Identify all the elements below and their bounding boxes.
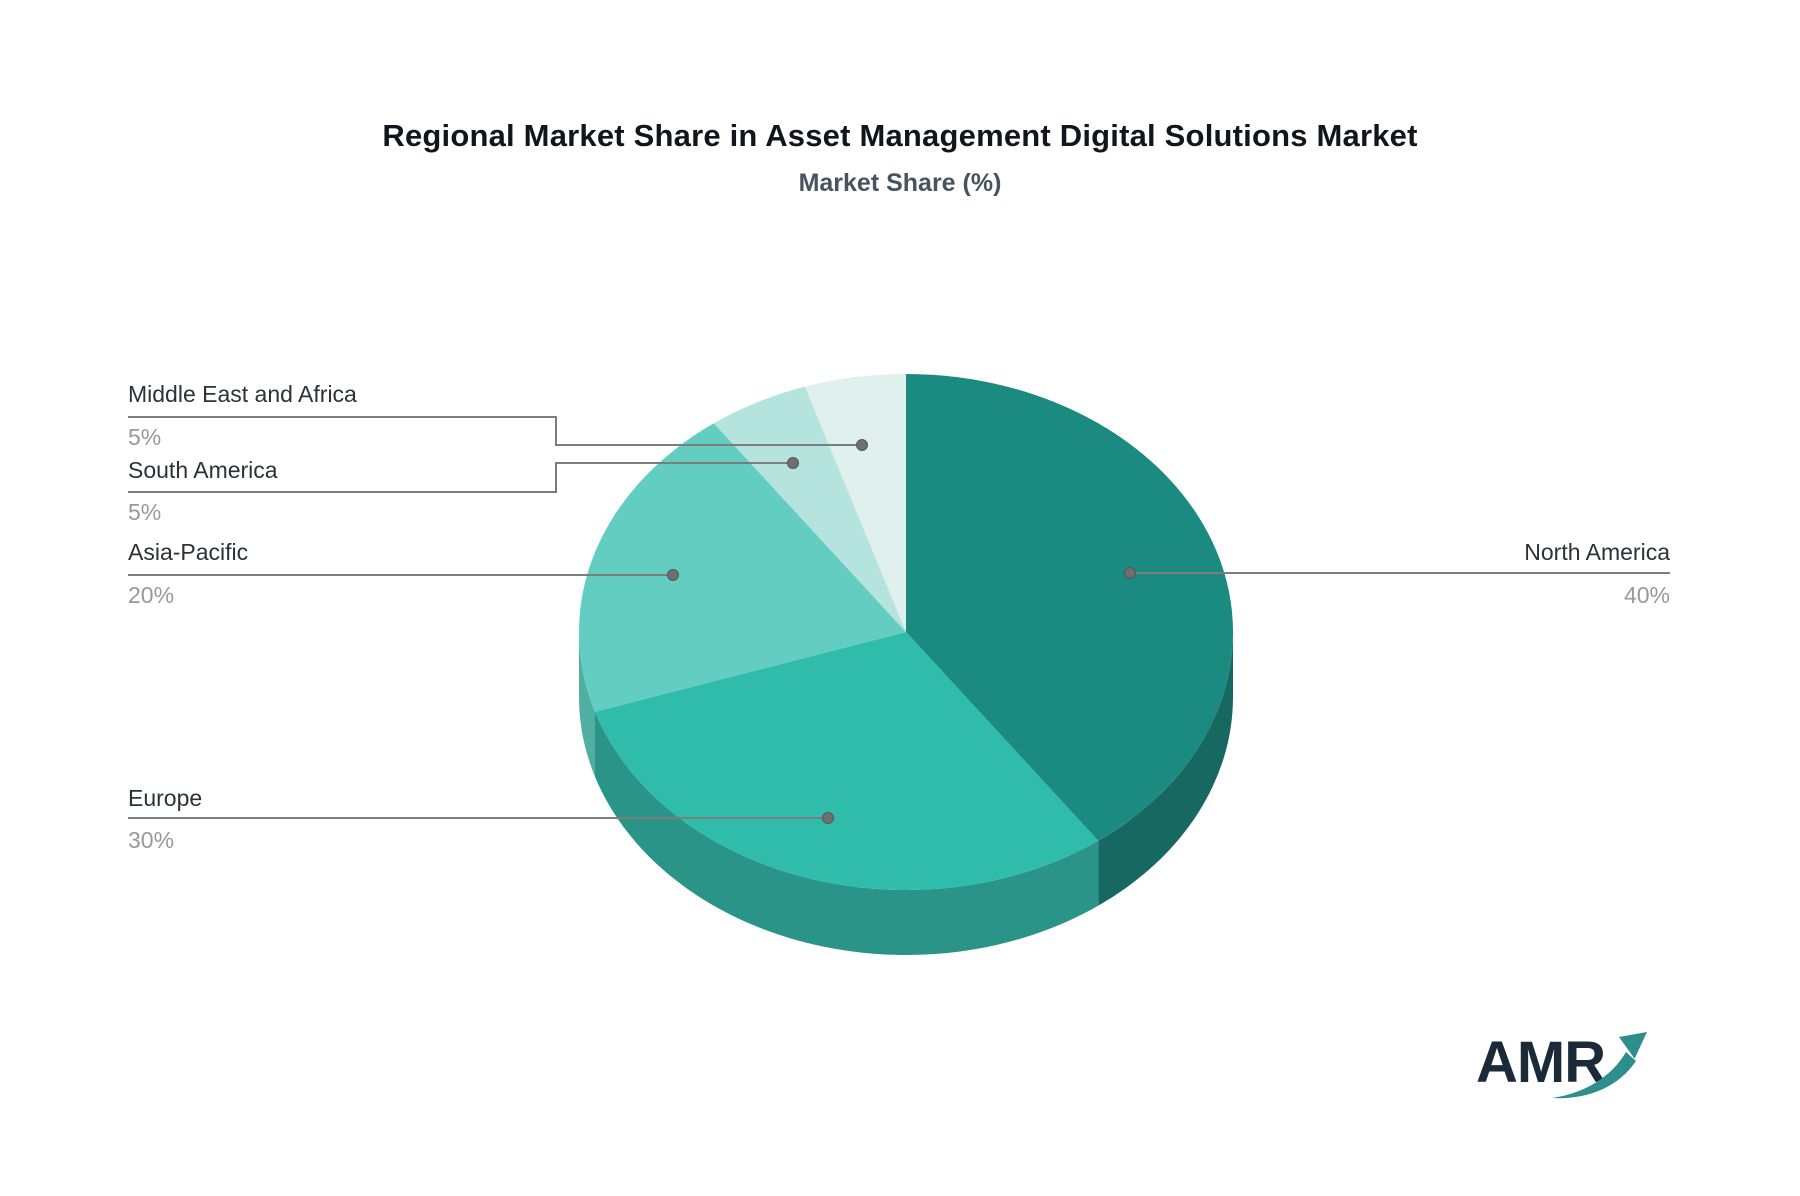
slice-value-south-america: 5% <box>128 499 162 525</box>
callout-dot-middle-east-and-africa <box>856 439 868 451</box>
slice-value-asia-pacific: 20% <box>128 582 175 608</box>
pie-slice-middle-east-and-africa <box>804 374 906 632</box>
slice-value-europe: 30% <box>128 827 175 853</box>
slice-label-asia-pacific: Asia-Pacific <box>128 539 249 565</box>
chart-subtitle: Market Share (%) <box>798 169 1002 197</box>
pie-slice-europe <box>595 632 1099 890</box>
chart-title: Regional Market Share in Asset Managemen… <box>382 118 1418 153</box>
pie-slice-north-america <box>906 374 1234 841</box>
slice-label-middle-east-and-africa: Middle East and Africa <box>128 381 357 407</box>
slice-label-europe: Europe <box>128 785 203 811</box>
callout-dot-europe <box>822 812 834 824</box>
slice-value-middle-east-and-africa: 5% <box>128 424 162 450</box>
callout-line-middle-east-and-africa <box>128 416 862 446</box>
callout-line-south-america <box>128 462 793 493</box>
pie-slice-south-america <box>713 386 906 632</box>
pie-slice-side-north-america <box>1098 632 1233 906</box>
slice-label-north-america: North America <box>1524 539 1670 565</box>
callout-dot-north-america <box>1124 567 1136 579</box>
amr-logo-text: AMR <box>1476 1030 1606 1095</box>
slice-value-north-america: 40% <box>1623 582 1670 608</box>
trend-arrow-icon <box>1552 1032 1647 1099</box>
pie-slice-side-europe <box>595 711 1099 956</box>
pie-slice-asia-pacific <box>579 423 906 712</box>
pie-slice-side-asia-pacific <box>579 632 596 777</box>
callout-dot-south-america <box>787 457 799 469</box>
callout-dot-asia-pacific <box>667 569 679 581</box>
slice-label-south-america: South America <box>128 457 278 483</box>
amr-logo: AMR <box>1476 1030 1686 1114</box>
